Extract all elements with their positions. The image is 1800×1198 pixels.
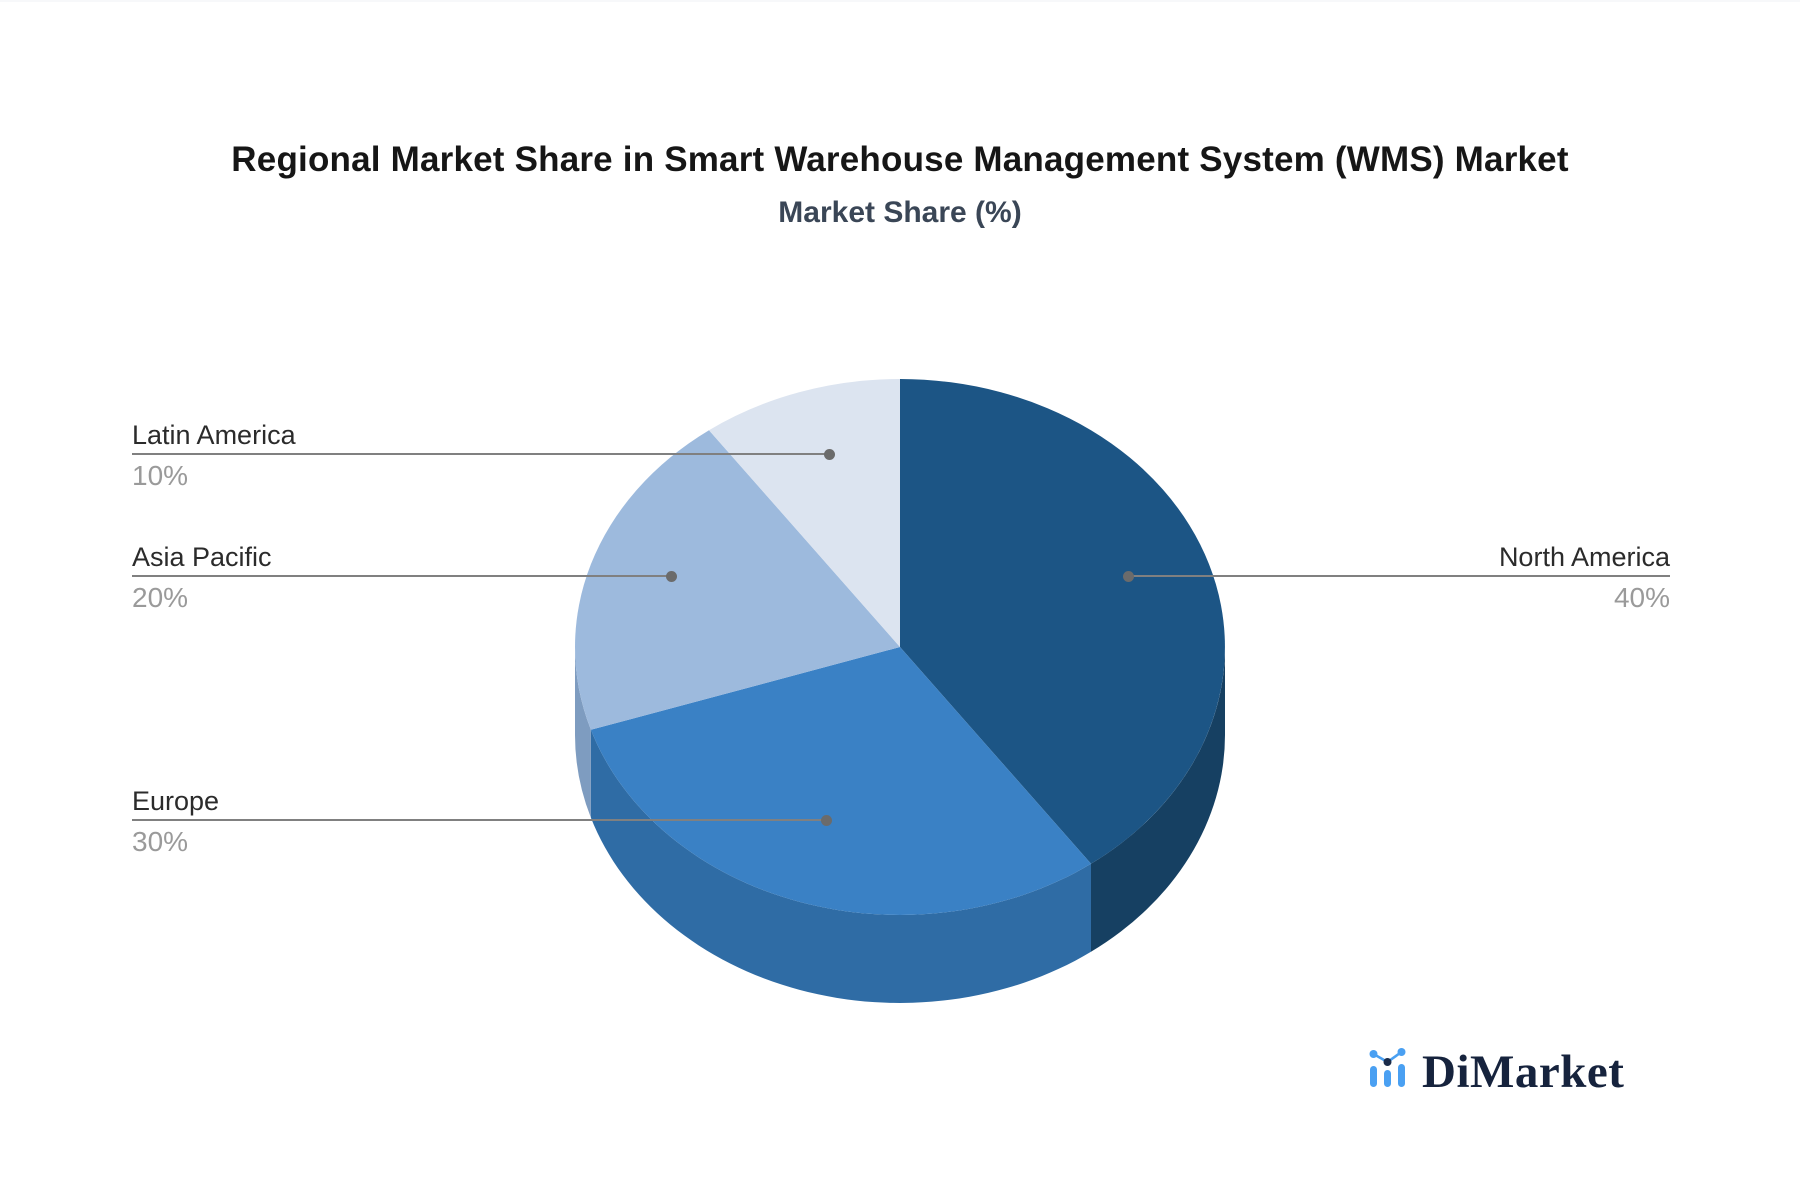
pie-slice-europe (590, 647, 1091, 915)
slice-label: North America (1498, 542, 1670, 572)
callout-line (1123, 570, 1670, 582)
slice-value: 30% (132, 826, 189, 857)
callout-line (132, 570, 677, 582)
callout-asia-pacific: Asia Pacific 20% (132, 539, 677, 615)
bar-chart-logo-icon (1369, 1048, 1406, 1087)
callout-line (132, 814, 832, 826)
slice-value: 40% (1613, 582, 1670, 613)
callout-latin-america: Latin America 10% (132, 417, 835, 493)
callout-dot (824, 448, 835, 460)
callout-europe: Europe 30% (132, 783, 832, 859)
dimarket-logo: DiMarket (1363, 1042, 1624, 1098)
callout-north-america: North America 40% (1123, 539, 1670, 615)
slice-value: 10% (132, 460, 189, 491)
callout-dot (666, 570, 677, 582)
slice-value: 20% (132, 582, 189, 613)
chart-title: Regional Market Share in Smart Warehouse… (231, 140, 1569, 179)
callout-dot (821, 814, 832, 826)
slice-label: Asia Pacific (132, 542, 272, 572)
slice-label: Latin America (132, 420, 296, 450)
pie-slice-side-europe (590, 729, 1091, 1003)
pie-slice-side-asia-pacific (575, 647, 591, 818)
pie-slice-side-north-america (1091, 647, 1225, 952)
callout-line (132, 448, 835, 460)
chart-subtitle: Market Share (%) (778, 196, 1022, 229)
logo-text: DiMarket (1422, 1046, 1625, 1098)
pie-slice-asia-pacific (575, 430, 900, 730)
pie-slice-north-america (900, 379, 1225, 864)
slice-label: Europe (132, 786, 220, 816)
callout-dot (1123, 570, 1134, 582)
pie-slice-latin-america (709, 379, 900, 647)
